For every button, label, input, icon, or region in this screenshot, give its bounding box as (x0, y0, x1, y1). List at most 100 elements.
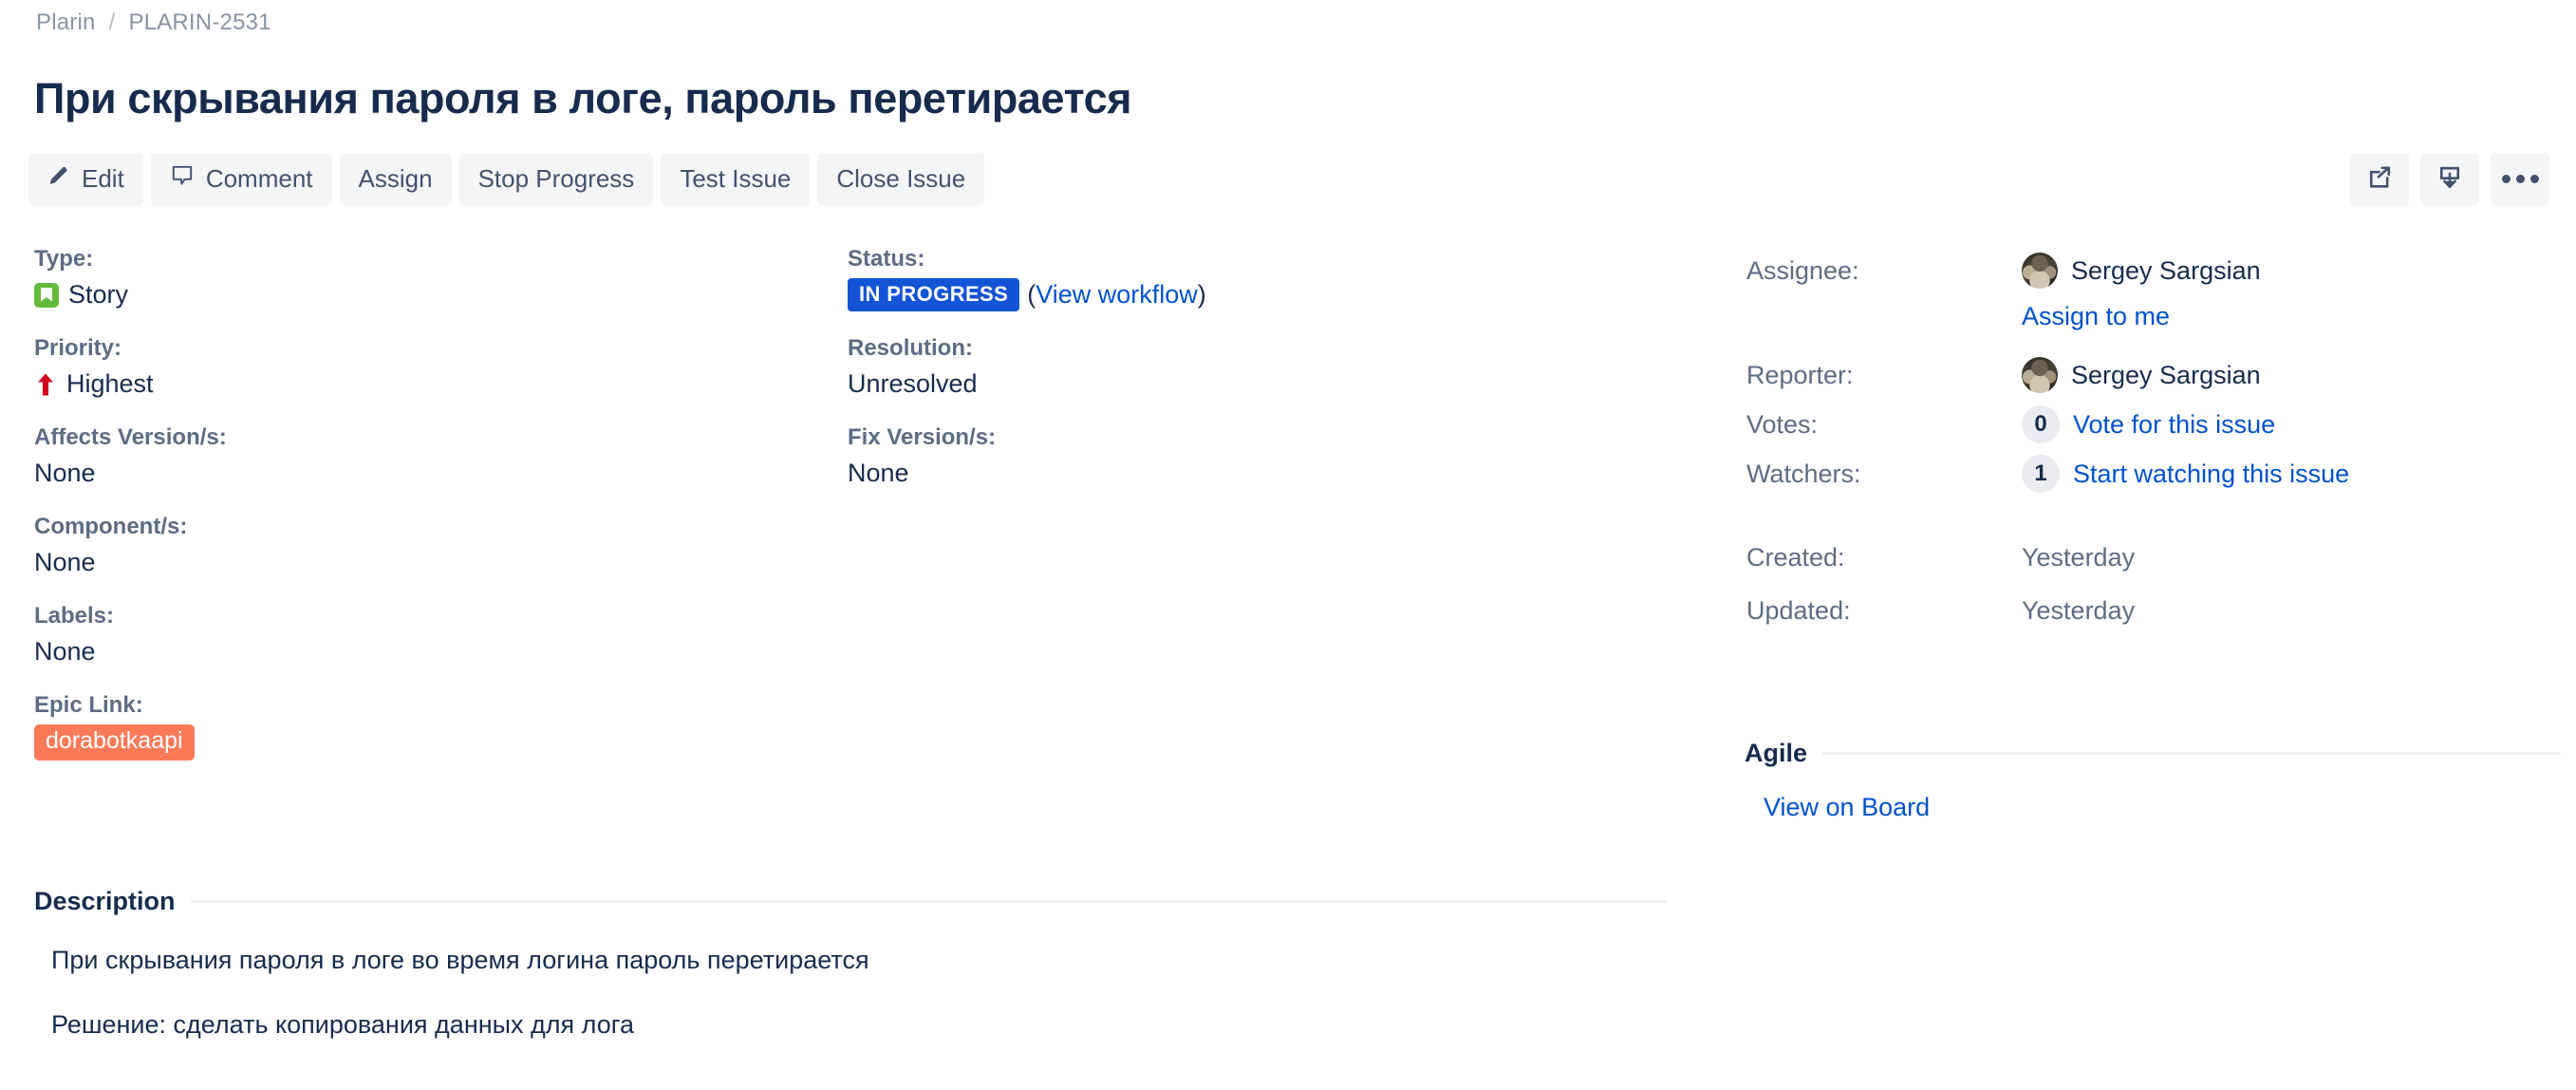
watchers-count-badge: 1 (2022, 455, 2060, 493)
watchers-label: Watchers: (1746, 460, 1861, 488)
start-watching-link[interactable]: Start watching this issue (2073, 460, 2350, 488)
epic-link-badge[interactable]: dorabotkaapi (34, 724, 195, 761)
comment-button[interactable]: Comment (150, 153, 332, 205)
description-paragraph: Решение: сделать копирования данных для … (51, 1010, 635, 1040)
description-heading: Description (34, 887, 176, 915)
people-panel: Assignee: Sergey Sargsian Assign to me R… (1746, 249, 2544, 640)
details-left-column: Type: Story Priority: Highest (34, 245, 490, 783)
pencil-icon (47, 164, 70, 194)
workflow-paren-close: ) (1197, 280, 1206, 309)
export-button[interactable] (2420, 153, 2479, 205)
field-components-label: Component/s: (34, 514, 188, 540)
reporter-label: Reporter: (1746, 361, 1854, 389)
votes-label: Votes: (1746, 410, 1819, 439)
edit-button[interactable]: Edit (28, 153, 143, 205)
description-paragraph: При скрывания пароля в логе во время лог… (51, 946, 869, 974)
description-body: При скрывания пароля в логе во время лог… (51, 943, 1667, 1043)
row-assign-to-me: Assign to me (1746, 294, 2544, 338)
agile-heading-row: Agile (1745, 739, 2561, 768)
field-status-label: Status: (848, 246, 925, 272)
description-heading-row: Description (34, 887, 1667, 916)
updated-label: Updated: (1746, 596, 1851, 625)
more-actions-button[interactable] (2491, 153, 2549, 205)
priority-highest-icon (34, 371, 57, 398)
breadcrumb: Plarin / PLARIN-2531 (36, 9, 271, 36)
row-watchers: Watchers: 1 Start watching this issue (1746, 452, 2544, 496)
breadcrumb-issue-link[interactable]: PLARIN-2531 (128, 9, 271, 35)
ellipsis-icon (2501, 175, 2539, 183)
field-labels: Labels: None (34, 602, 490, 668)
field-affects-versions-label: Affects Version/s: (34, 424, 227, 451)
field-type: Type: Story (34, 245, 490, 311)
agile-section: Agile View on Board (1745, 739, 2561, 822)
field-labels-value: None (34, 637, 96, 667)
field-resolution-value: Unresolved (848, 369, 978, 399)
assignee-name: Sergey Sargsian (2071, 256, 2261, 285)
field-fix-versions-label: Fix Version/s: (848, 424, 997, 451)
dates-panel: Created: Yesterday Updated: Yesterday (1746, 534, 2544, 634)
row-assignee: Assignee: Sergey Sargsian (1746, 249, 2544, 292)
created-value: Yesterday (2022, 543, 2136, 572)
field-priority-value: Highest (66, 369, 154, 399)
comment-button-label: Comment (205, 164, 313, 193)
field-type-value: Story (68, 280, 129, 309)
stop-progress-button-label: Stop Progress (477, 164, 635, 193)
row-updated: Updated: Yesterday (1746, 587, 2544, 634)
assign-button[interactable]: Assign (339, 153, 452, 205)
comment-bubble-icon (170, 163, 195, 195)
row-votes: Votes: 0 Vote for this issue (1746, 403, 2544, 446)
votes-count-badge: 0 (2022, 405, 2060, 443)
field-fix-versions: Fix Version/s: None (848, 423, 1379, 490)
story-icon (34, 282, 59, 308)
field-epic-link-label: Epic Link: (34, 692, 143, 719)
description-section: Description При скрывания пароля в логе … (34, 887, 1667, 1073)
details-middle-column: Status: IN PROGRESS (View workflow) Reso… (848, 245, 1379, 513)
issue-toolbar: Edit Comment Assign Stop Progress Test I… (28, 153, 985, 205)
field-priority: Priority: Highest (34, 334, 490, 401)
field-resolution: Resolution: Unresolved (848, 334, 1379, 401)
assignee-label: Assignee: (1746, 256, 1859, 285)
issue-toolbar-actions (2350, 153, 2549, 205)
agile-heading: Agile (1745, 739, 1808, 767)
assign-button-label: Assign (358, 164, 433, 193)
row-reporter: Reporter: Sergey Sargsian (1746, 353, 2544, 397)
test-issue-button-label: Test Issue (680, 164, 792, 193)
workflow-paren-open: ( (1027, 280, 1036, 309)
field-priority-label: Priority: (34, 335, 122, 362)
field-components-value: None (34, 548, 96, 577)
vote-for-issue-link[interactable]: Vote for this issue (2073, 410, 2276, 439)
status-badge[interactable]: IN PROGRESS (848, 278, 1020, 312)
updated-value: Yesterday (2022, 596, 2136, 625)
test-issue-button[interactable]: Test Issue (661, 153, 811, 205)
field-type-label: Type: (34, 246, 94, 272)
view-on-board-link[interactable]: View on Board (1764, 793, 1931, 821)
export-download-icon (2436, 164, 2463, 194)
share-button[interactable] (2350, 153, 2409, 205)
row-created: Created: Yesterday (1746, 534, 2544, 581)
field-affects-versions: Affects Version/s: None (34, 423, 490, 490)
edit-button-label: Edit (82, 164, 124, 193)
reporter-name: Sergey Sargsian (2071, 361, 2261, 389)
view-workflow-link[interactable]: View workflow (1036, 280, 1198, 309)
field-fix-versions-value: None (848, 459, 909, 488)
created-label: Created: (1746, 543, 1845, 572)
close-issue-button-label: Close Issue (836, 164, 966, 193)
page-title: При скрывания пароля в логе, пароль пере… (34, 74, 1132, 123)
share-icon (2366, 164, 2393, 194)
field-status: Status: IN PROGRESS (View workflow) (848, 245, 1379, 312)
field-resolution-label: Resolution: (848, 335, 973, 362)
view-workflow-wrapper: (View workflow) (1027, 278, 1206, 311)
stop-progress-button[interactable]: Stop Progress (458, 153, 654, 205)
reporter-avatar[interactable] (2022, 357, 2058, 393)
field-labels-label: Labels: (34, 603, 115, 630)
agile-divider (1822, 752, 2561, 755)
close-issue-button[interactable]: Close Issue (817, 153, 985, 205)
breadcrumb-separator: / (108, 9, 116, 35)
field-affects-versions-value: None (34, 459, 96, 488)
breadcrumb-project-link[interactable]: Plarin (36, 9, 96, 35)
assignee-avatar[interactable] (2022, 253, 2058, 289)
assign-to-me-link[interactable]: Assign to me (2022, 302, 2171, 330)
field-components: Component/s: None (34, 513, 490, 579)
field-epic-link: Epic Link: dorabotkaapi (34, 691, 490, 761)
